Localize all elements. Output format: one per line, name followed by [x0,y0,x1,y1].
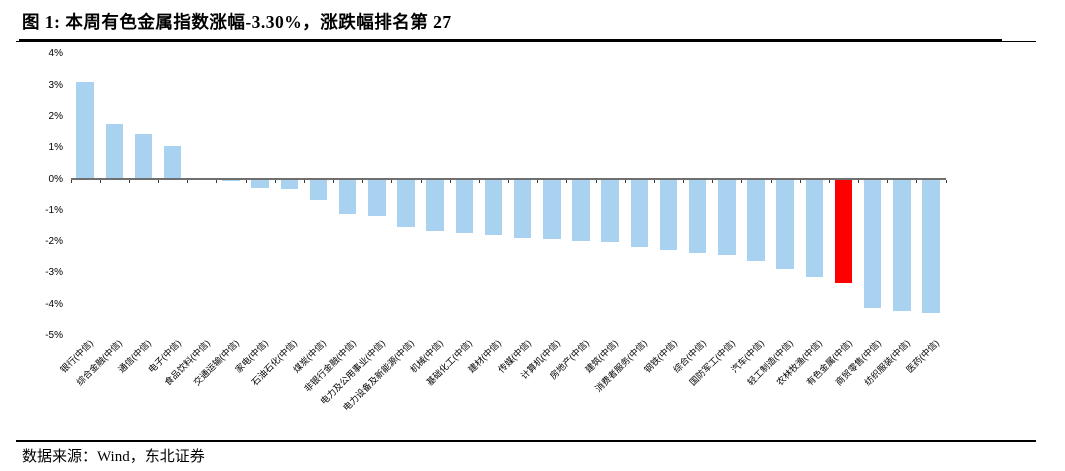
bar [105,124,123,179]
y-axis-tick-label: -4% [45,298,63,310]
bar [922,179,940,313]
y-axis-tick-label: -3% [45,267,63,279]
x-axis-tick [70,179,72,184]
sector-weekly-change-bar-chart: 4% 3% 2% 1% 0% -1% -2% -3% -4% -5% 银行(中信) 综合金融(中信) 通… [45,48,947,413]
x-axis-tick [128,179,130,184]
x-axis-tick [916,179,918,184]
y-axis-tick-label: 4% [48,48,63,60]
bar [747,179,765,262]
bar-highlighted [834,179,853,284]
y-axis-tick-label: 0% [48,173,63,185]
y-axis-tick-label: -1% [45,204,63,216]
bar [805,179,824,277]
bar [280,179,299,190]
x-axis-tick [158,179,159,184]
bar [601,179,619,243]
x-axis-tick [333,179,335,184]
bar [863,179,882,309]
x-axis-tick [683,179,685,184]
x-axis-tick [508,179,510,184]
bar [163,146,182,179]
x-axis-line [70,178,946,180]
bar [776,179,794,270]
x-axis-tick [741,179,743,184]
title-rule-thick [19,39,1002,42]
x-axis-tick [245,179,247,184]
x-axis-tick [887,179,889,184]
bar [513,179,532,238]
category-label: 消费者服务(中信) [593,338,650,394]
x-axis-tick [858,179,860,184]
bar [659,179,678,251]
bar [76,81,94,179]
bar [484,179,503,235]
x-axis-tick [420,179,422,184]
bar [572,179,590,241]
x-axis-tick [828,179,830,184]
footer-rule [16,440,1036,442]
x-axis-tick [99,179,101,184]
category-label: 非银行金融(中信) [301,338,358,394]
x-axis-tick [624,179,626,184]
bar [251,179,269,188]
y-axis-tick-label: 1% [48,142,63,154]
x-axis-tick [362,179,364,184]
x-axis-tick [712,179,714,184]
x-axis-tick [449,179,451,184]
x-axis-tick [945,179,947,184]
x-axis-tick [303,179,305,184]
x-axis-tick [478,179,480,184]
y-axis-tick-label: -5% [45,330,63,342]
y-axis-tick-label: 2% [48,110,63,122]
x-axis-tick [595,179,597,184]
bar [893,179,911,312]
y-axis-tick-label: 3% [48,79,63,91]
x-axis-tick [391,179,393,184]
bar [630,179,649,248]
bar [134,133,153,179]
x-axis-tick [799,179,801,184]
x-axis-tick [537,179,539,184]
bar [368,179,386,216]
bar [222,179,240,182]
x-axis-tick [187,179,189,184]
figure-title: 图 1: 本周有色金属指数涨幅-3.30%，涨跌幅排名第 27 [22,12,452,32]
bar [426,179,444,232]
y-axis-tick-label: -2% [45,236,63,248]
bar [688,179,707,254]
x-axis-tick [653,179,655,184]
bar [397,179,415,227]
bar [338,179,357,215]
x-axis-tick [566,179,568,184]
bar [718,179,736,255]
bar [309,179,328,201]
data-source: 数据来源：Wind，东北证券 [22,449,205,465]
x-axis-tick [216,179,218,184]
x-axis-tick [770,179,772,184]
bar [543,179,561,240]
bar [455,179,474,234]
x-axis-tick [274,179,276,184]
